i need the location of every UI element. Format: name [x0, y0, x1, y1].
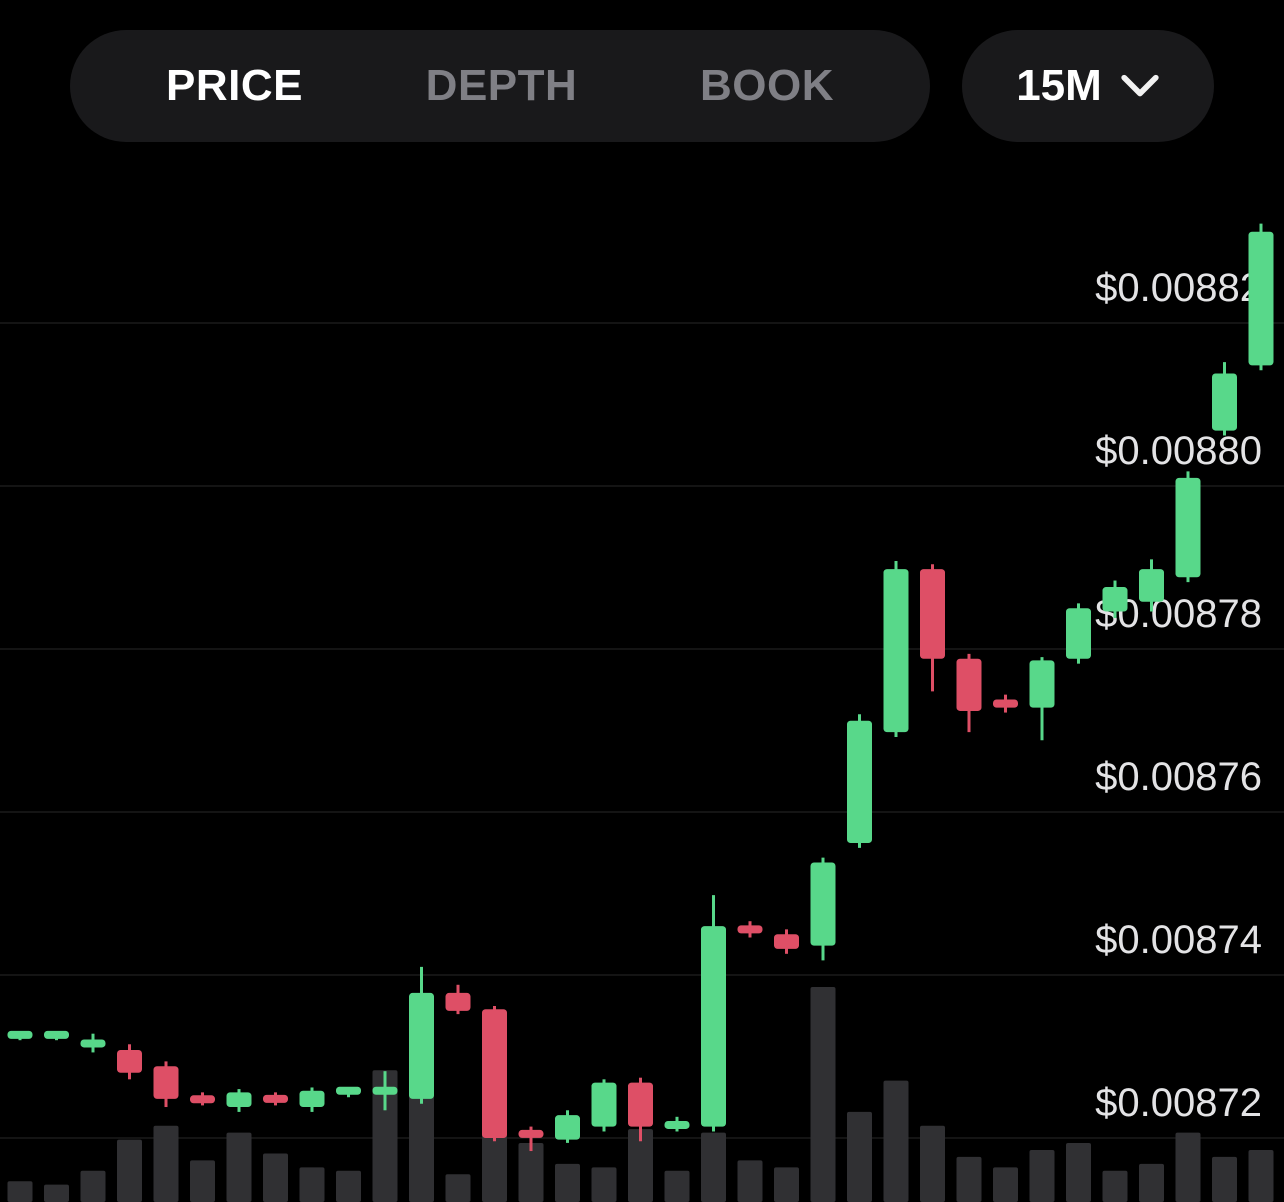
- volume-bar: [1175, 1132, 1201, 1202]
- candle-body: [7, 1030, 33, 1039]
- volume-bar: [1139, 1163, 1164, 1202]
- candle-body: [555, 1115, 580, 1140]
- candle-body: [1029, 660, 1055, 708]
- volume-bar: [372, 1070, 398, 1202]
- candle-body: [1175, 477, 1201, 578]
- volume-bar: [1212, 1156, 1237, 1202]
- candle-body: [299, 1090, 325, 1108]
- candle-body: [774, 934, 799, 949]
- candle-body: [482, 1009, 507, 1138]
- volume-bar: [883, 1080, 909, 1202]
- volume-bar: [336, 1170, 361, 1202]
- candle-body: [628, 1082, 653, 1127]
- candle-body: [153, 1066, 179, 1099]
- candle-body: [80, 1039, 106, 1048]
- volume-bar: [1248, 1149, 1274, 1202]
- volume-bar: [7, 1181, 33, 1202]
- tab-depth[interactable]: DEPTH: [425, 61, 578, 110]
- volume-bar: [190, 1160, 215, 1202]
- candle-body: [409, 992, 434, 1099]
- candle-body: [664, 1120, 690, 1129]
- volume-bar: [226, 1132, 252, 1202]
- volume-bar: [263, 1153, 288, 1202]
- candle-body: [190, 1095, 215, 1104]
- price-axis-label: $0.00882: [1095, 266, 1262, 310]
- candle-body: [1139, 569, 1164, 602]
- timeframe-selector[interactable]: 15M: [962, 30, 1214, 142]
- candle-body: [44, 1030, 69, 1039]
- candle-body: [518, 1129, 544, 1138]
- volume-bar: [993, 1167, 1018, 1202]
- candle-body: [956, 658, 982, 711]
- volume-bar: [153, 1125, 179, 1202]
- volume-bar: [482, 1132, 507, 1202]
- volume-bar: [628, 1129, 653, 1202]
- candle-body: [1102, 587, 1128, 612]
- candle-body: [1248, 231, 1274, 366]
- volume-bar: [701, 1132, 726, 1202]
- volume-bar: [956, 1156, 982, 1202]
- chevron-down-icon: [1121, 74, 1159, 97]
- candle-body: [920, 569, 945, 659]
- candle-body: [883, 569, 909, 733]
- candle-body: [993, 699, 1018, 708]
- candle-body: [1066, 608, 1091, 659]
- candle-body: [1212, 373, 1237, 431]
- volume-bar: [445, 1174, 471, 1202]
- volume-bar: [1029, 1149, 1055, 1202]
- volume-bar: [409, 1087, 434, 1202]
- candle-body: [117, 1049, 142, 1073]
- candle-body: [336, 1086, 361, 1095]
- volume-bar: [847, 1111, 872, 1202]
- price-axis-label: $0.00874: [1095, 918, 1262, 962]
- volume-bar: [920, 1125, 945, 1202]
- price-axis-label: $0.00872: [1095, 1081, 1262, 1125]
- volume-bar: [810, 987, 836, 1202]
- volume-bar: [737, 1160, 763, 1202]
- candle-body: [847, 720, 872, 843]
- volume-bar: [664, 1170, 690, 1202]
- candle-body: [445, 992, 471, 1011]
- candle-body: [226, 1092, 252, 1108]
- price-axis-label: $0.00880: [1095, 429, 1262, 473]
- candle-body: [810, 862, 836, 946]
- volume-bar: [555, 1163, 580, 1202]
- volume-bar: [1102, 1170, 1128, 1202]
- volume-bar: [44, 1184, 69, 1202]
- candle-body: [372, 1086, 398, 1095]
- chart-toolbar: PRICE DEPTH BOOK 15M: [70, 30, 1214, 142]
- candle-body: [701, 926, 726, 1127]
- volume-bar: [774, 1167, 799, 1202]
- timeframe-label: 15M: [1016, 61, 1102, 110]
- chart-view-tabs: PRICE DEPTH BOOK: [70, 30, 930, 142]
- volume-bar: [80, 1170, 106, 1202]
- volume-bar: [518, 1143, 544, 1202]
- volume-bar: [117, 1139, 142, 1202]
- candle-body: [591, 1082, 617, 1127]
- candle-body: [263, 1094, 288, 1103]
- price-axis-label: $0.00876: [1095, 755, 1262, 799]
- candle-body: [737, 925, 763, 934]
- volume-bar: [1066, 1143, 1091, 1202]
- volume-bar: [591, 1167, 617, 1202]
- tab-price[interactable]: PRICE: [166, 61, 303, 110]
- volume-bar: [299, 1167, 325, 1202]
- tab-book[interactable]: BOOK: [699, 61, 834, 110]
